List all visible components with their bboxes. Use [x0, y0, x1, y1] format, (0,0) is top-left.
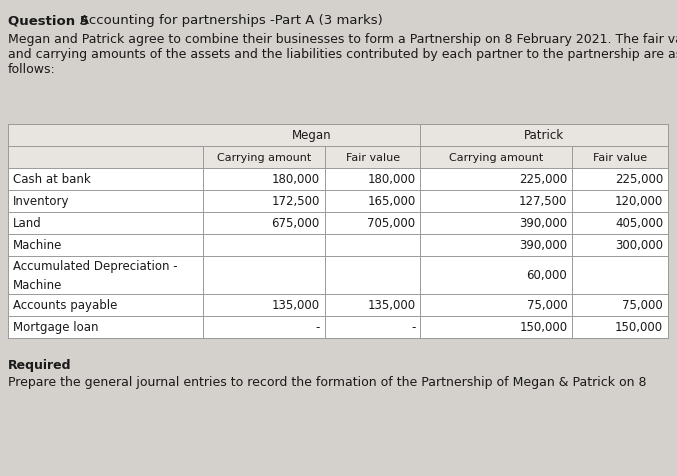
Text: Accounts payable: Accounts payable — [13, 299, 117, 312]
Text: 180,000: 180,000 — [271, 173, 320, 186]
Text: 705,000: 705,000 — [368, 217, 416, 230]
Text: Patrick: Patrick — [524, 129, 565, 142]
Text: Megan and Patrick agree to combine their businesses to form a Partnership on 8 F: Megan and Patrick agree to combine their… — [8, 33, 677, 46]
Bar — [8, 125, 668, 338]
Text: 135,000: 135,000 — [271, 299, 320, 312]
Text: Mortgage loan: Mortgage loan — [13, 321, 98, 334]
Text: Megan: Megan — [292, 129, 332, 142]
Text: Fair value: Fair value — [345, 153, 399, 163]
Text: Machine: Machine — [13, 239, 62, 252]
Text: 300,000: 300,000 — [615, 239, 663, 252]
Text: 127,500: 127,500 — [519, 195, 567, 208]
Text: 75,000: 75,000 — [622, 299, 663, 312]
Text: 405,000: 405,000 — [615, 217, 663, 230]
Text: 390,000: 390,000 — [519, 239, 567, 252]
Text: Required: Required — [8, 358, 72, 371]
Text: Fair value: Fair value — [593, 153, 647, 163]
Text: 225,000: 225,000 — [519, 173, 567, 186]
Text: Land: Land — [13, 217, 42, 230]
Text: -: - — [315, 321, 320, 334]
Text: 75,000: 75,000 — [527, 299, 567, 312]
Text: 675,000: 675,000 — [271, 217, 320, 230]
Text: 172,500: 172,500 — [271, 195, 320, 208]
Text: Accounting for partnerships -Part A (3 marks): Accounting for partnerships -Part A (3 m… — [80, 14, 383, 27]
Text: Carrying amount: Carrying amount — [217, 153, 311, 163]
Text: 150,000: 150,000 — [615, 321, 663, 334]
Text: 165,000: 165,000 — [367, 195, 416, 208]
Text: 390,000: 390,000 — [519, 217, 567, 230]
Text: 180,000: 180,000 — [368, 173, 416, 186]
Text: Cash at bank: Cash at bank — [13, 173, 91, 186]
Text: 120,000: 120,000 — [615, 195, 663, 208]
Text: Inventory: Inventory — [13, 195, 70, 208]
Bar — [8, 125, 668, 147]
Text: Prepare the general journal entries to record the formation of the Partnership o: Prepare the general journal entries to r… — [8, 375, 647, 388]
Text: follows:: follows: — [8, 63, 56, 76]
Text: 135,000: 135,000 — [368, 299, 416, 312]
Text: Carrying amount: Carrying amount — [450, 153, 544, 163]
Bar — [8, 147, 668, 169]
Text: Machine: Machine — [13, 278, 62, 291]
Text: -: - — [411, 321, 416, 334]
Text: 60,000: 60,000 — [527, 269, 567, 282]
Text: Accumulated Depreciation -: Accumulated Depreciation - — [13, 259, 177, 272]
Text: and carrying amounts of the assets and the liabilities contributed by each partn: and carrying amounts of the assets and t… — [8, 48, 677, 61]
Text: 225,000: 225,000 — [615, 173, 663, 186]
Text: 150,000: 150,000 — [519, 321, 567, 334]
Text: Question 5: Question 5 — [8, 14, 89, 27]
